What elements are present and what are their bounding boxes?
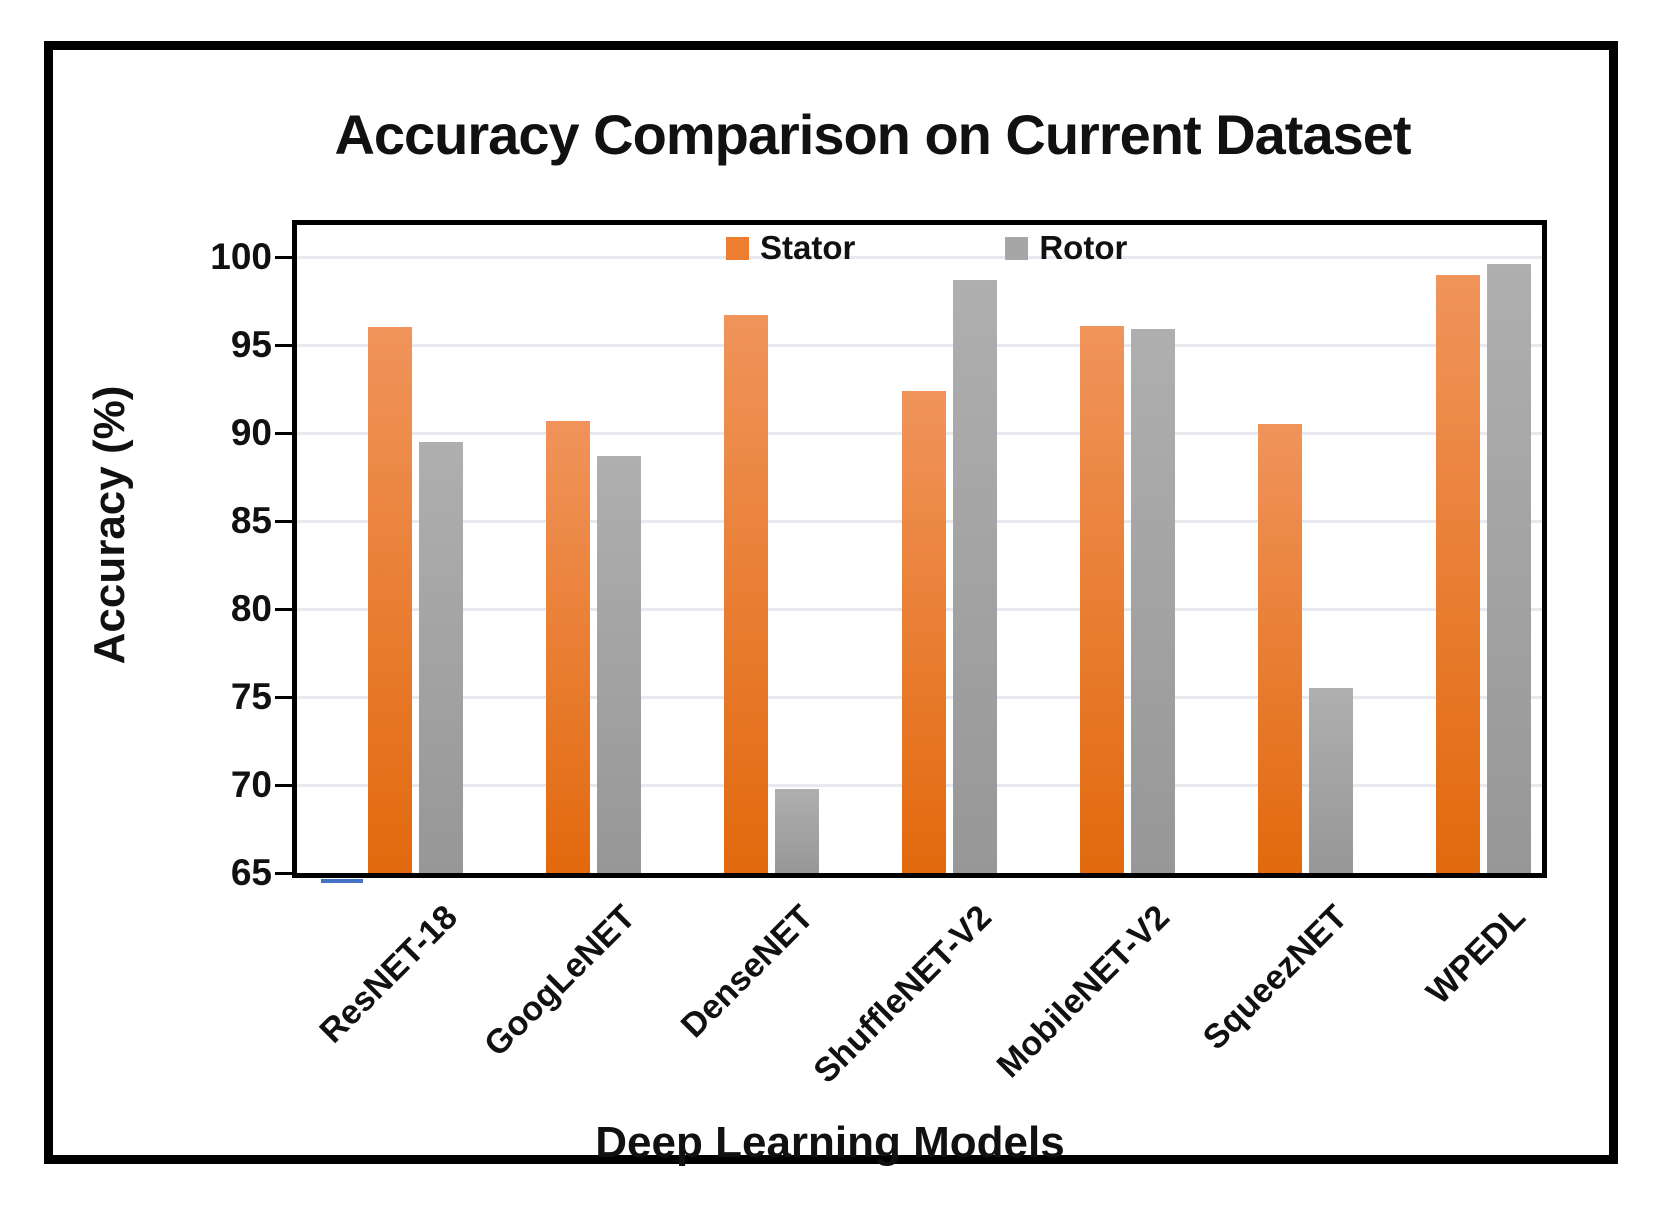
rotor-bar bbox=[953, 280, 997, 873]
x-axis-title: Deep Learning Models bbox=[595, 1118, 1065, 1167]
y-tick-mark bbox=[275, 432, 292, 435]
rotor-legend-swatch bbox=[1005, 236, 1029, 260]
y-tick-mark bbox=[275, 872, 292, 875]
legend-label: Stator bbox=[760, 229, 856, 266]
stator-bar bbox=[1080, 326, 1124, 873]
y-axis-title: Accuracy (%) bbox=[85, 385, 134, 665]
y-tick-label: 70 bbox=[230, 764, 272, 805]
y-tick-label: 75 bbox=[230, 676, 272, 717]
legend-label: Rotor bbox=[1039, 229, 1128, 266]
stator-bar bbox=[724, 315, 768, 873]
plot-area: Stator Rotor bbox=[292, 220, 1547, 878]
legend-item: Rotor bbox=[1005, 229, 1127, 267]
y-tick-label: 85 bbox=[230, 500, 272, 541]
legend-item: Stator bbox=[726, 229, 855, 267]
y-tick-mark bbox=[275, 784, 292, 787]
rotor-bar bbox=[1131, 329, 1175, 873]
y-tick-label: 65 bbox=[230, 852, 272, 893]
stator-bar bbox=[1436, 275, 1480, 873]
gridline bbox=[297, 256, 1542, 259]
stator-legend-swatch bbox=[726, 236, 749, 260]
rotor-bar bbox=[597, 456, 641, 873]
y-tick-mark bbox=[275, 520, 292, 523]
y-tick-label: 95 bbox=[230, 324, 272, 365]
rotor-bar bbox=[1309, 688, 1353, 873]
figure-border bbox=[44, 41, 1618, 1164]
rotor-bar bbox=[1487, 264, 1531, 873]
gridline bbox=[297, 344, 1542, 347]
y-tick-label: 100 bbox=[210, 236, 272, 277]
stator-bar bbox=[546, 421, 590, 873]
stator-bar bbox=[902, 391, 946, 873]
rotor-bar bbox=[419, 442, 463, 873]
legend: Stator Rotor bbox=[726, 229, 1127, 267]
rotor-bar bbox=[775, 789, 819, 873]
y-tick-mark bbox=[275, 344, 292, 347]
stator-bar bbox=[368, 327, 412, 873]
y-tick-mark bbox=[275, 608, 292, 611]
y-tick-label: 90 bbox=[230, 412, 272, 453]
y-tick-mark bbox=[275, 256, 292, 259]
baseline-marker bbox=[321, 879, 363, 883]
stator-bar bbox=[1258, 424, 1302, 873]
y-tick-label: 80 bbox=[230, 588, 272, 629]
y-tick-mark bbox=[275, 696, 292, 699]
chart-title: Accuracy Comparison on Current Dataset bbox=[334, 103, 1411, 166]
